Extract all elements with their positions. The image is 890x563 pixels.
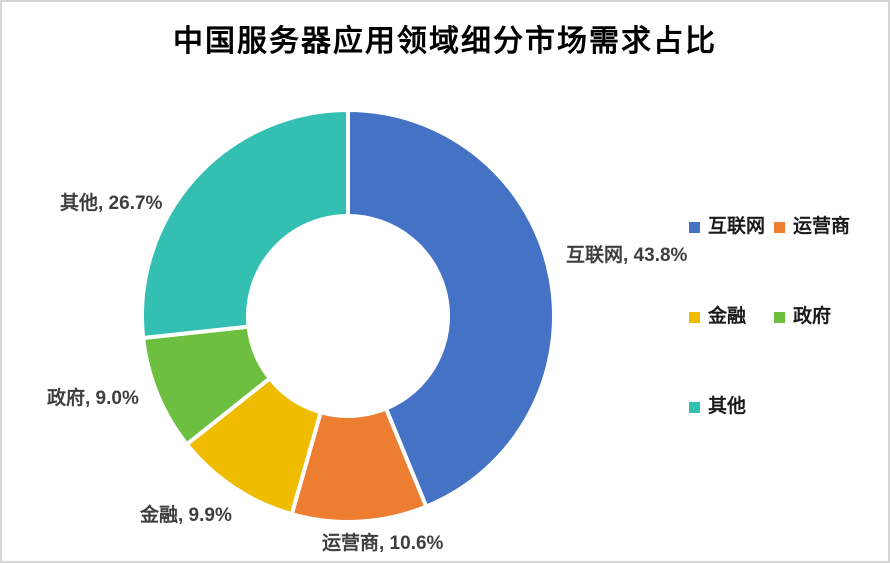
legend-swatch-icon	[774, 221, 785, 233]
legend-item-金融: 金融	[689, 305, 746, 329]
legend-label: 互联网	[708, 216, 766, 237]
legend-item-政府: 政府	[774, 305, 831, 329]
legend-swatch-icon	[689, 311, 700, 323]
pie-slice-其他	[140, 108, 350, 340]
legend-swatch-icon	[689, 401, 700, 413]
legend-swatch-icon	[689, 221, 700, 233]
slice-label-政府: 政府, 9.0%	[47, 388, 139, 409]
legend-label: 其他	[708, 396, 747, 417]
slice-label-其他: 其他, 26.7%	[60, 193, 163, 214]
legend-item-运营商: 运营商	[774, 215, 850, 239]
legend-label: 金融	[708, 306, 747, 327]
legend-label: 政府	[793, 306, 832, 327]
legend-swatch-icon	[774, 311, 785, 323]
slice-label-运营商: 运营商, 10.6%	[322, 533, 444, 554]
slice-label-互联网: 互联网, 43.8%	[566, 245, 688, 266]
chart-title: 中国服务器应用领域细分市场需求占比	[173, 25, 717, 58]
pie-slice-互联网	[346, 108, 556, 509]
legend-label: 运营商	[793, 216, 851, 237]
slice-label-金融: 金融, 9.9%	[140, 505, 232, 526]
legend-item-其他: 其他	[689, 395, 746, 419]
legend-item-互联网: 互联网	[689, 215, 765, 239]
